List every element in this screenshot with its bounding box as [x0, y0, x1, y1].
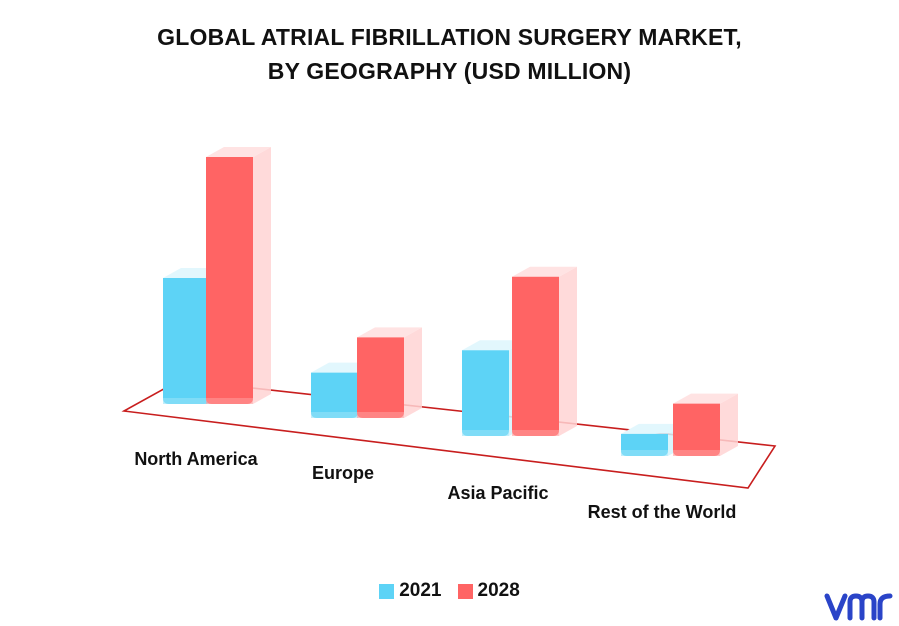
bar-front-north-america-2021 — [163, 277, 210, 404]
bar-top-europe-2028 — [357, 327, 422, 338]
bar-side-rest-of-the-world-2028 — [720, 393, 738, 456]
chart-title: GLOBAL ATRIAL FIBRILLATION SURGERY MARKE… — [0, 20, 899, 88]
legend: 2021 2028 — [0, 580, 899, 602]
bar-side-north-america-2028 — [253, 147, 271, 404]
bar-front-north-america-2028 — [206, 157, 253, 404]
bar-europe-2028 — [357, 327, 422, 418]
category-label-north-america: North America — [134, 449, 258, 469]
bar-front-europe-2028 — [357, 337, 404, 418]
bar-base-asia-pacific-2021 — [462, 430, 509, 436]
legend-label-2021: 2021 — [399, 580, 442, 601]
bar-front-asia-pacific-2021 — [462, 350, 509, 436]
bar-asia-pacific-2028 — [512, 266, 577, 436]
vmr-logo-icon — [824, 593, 893, 621]
category-label-rest-of-the-world-text: Rest of the World — [587, 502, 737, 522]
bar-north-america-2028 — [206, 147, 271, 404]
bar-top-asia-pacific-2028 — [512, 266, 577, 277]
bar-base-asia-pacific-2028 — [512, 430, 559, 436]
bar-top-asia-pacific-2021 — [462, 340, 527, 351]
legend-label-2028: 2028 — [477, 580, 520, 601]
bar-base-north-america-2021 — [163, 398, 210, 404]
legend-swatch-2028 — [457, 583, 473, 599]
bar-top-rest-of-the-world-2021 — [621, 423, 686, 434]
legend-swatch-2021 — [379, 583, 395, 599]
chart-title-line-2: BY GEOGRAPHY (USD MILLION) — [267, 58, 632, 84]
legend-item-2028: 2028 — [457, 580, 520, 602]
bar-top-rest-of-the-world-2028 — [673, 393, 738, 404]
bar-front-europe-2021 — [311, 372, 358, 418]
bar-base-north-america-2028 — [206, 398, 253, 404]
bar-side-europe-2028 — [404, 327, 422, 418]
chart-title-line-1: GLOBAL ATRIAL FIBRILLATION SURGERY MARKE… — [157, 24, 742, 50]
category-label-europe: Europe — [311, 463, 374, 483]
bar-side-asia-pacific-2028 — [559, 266, 577, 436]
bar-rest-of-the-world-2028 — [673, 393, 738, 456]
bar-front-asia-pacific-2028 — [512, 276, 559, 436]
bar-base-rest-of-the-world-2021 — [621, 450, 668, 456]
legend-item-2021: 2021 — [379, 580, 442, 602]
bar-top-north-america-2028 — [206, 147, 271, 157]
category-label-asia-pacific: Asia Pacific — [447, 483, 549, 503]
bar-base-europe-2021 — [311, 412, 358, 418]
bar-base-rest-of-the-world-2028 — [673, 450, 720, 456]
category-label-rest-of-the-world: Rest of the World — [582, 498, 742, 526]
bar-base-europe-2028 — [357, 412, 404, 418]
bar-front-rest-of-the-world-2028 — [673, 403, 720, 456]
chart-floor — [121, 379, 777, 489]
